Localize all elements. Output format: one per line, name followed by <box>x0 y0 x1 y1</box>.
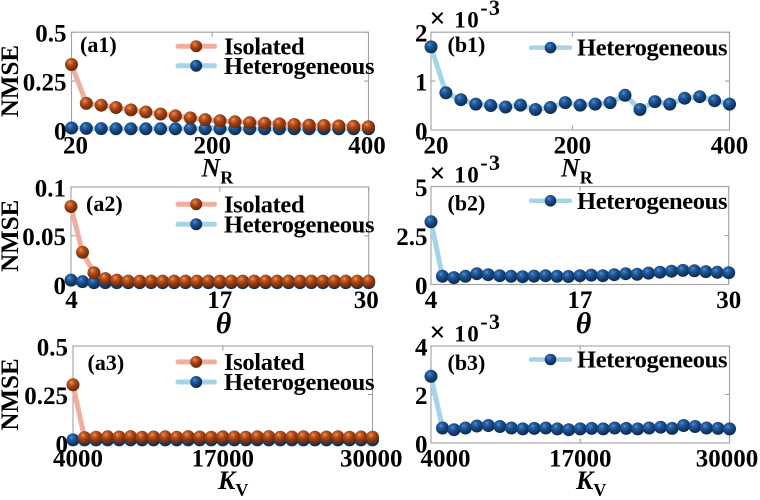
svg-text:2: 2 <box>415 21 428 48</box>
svg-text:30: 30 <box>716 287 741 314</box>
svg-text:Heterogeneous: Heterogeneous <box>577 347 727 374</box>
svg-text:0.5: 0.5 <box>37 335 68 362</box>
svg-text:4: 4 <box>425 287 438 314</box>
svg-text:20: 20 <box>424 133 449 160</box>
svg-text:NMSE: NMSE <box>0 358 24 430</box>
svg-text:200: 200 <box>193 133 231 160</box>
svg-text:4: 4 <box>65 287 78 314</box>
svg-text:(a2): (a2) <box>86 191 123 216</box>
svg-text:0: 0 <box>415 432 428 459</box>
svg-text:θ: θ <box>216 307 232 340</box>
svg-text:0.25: 0.25 <box>24 383 68 410</box>
svg-text:θ: θ <box>576 307 592 340</box>
svg-text:30000: 30000 <box>696 446 759 473</box>
svg-text:0: 0 <box>54 119 67 146</box>
svg-text:4000: 4000 <box>421 446 471 473</box>
svg-text:Isolated: Isolated <box>224 349 305 376</box>
svg-text:Heterogeneous: Heterogeneous <box>224 211 374 238</box>
svg-text:0.05: 0.05 <box>22 224 66 251</box>
svg-text:17000: 17000 <box>549 446 612 473</box>
svg-text:17: 17 <box>207 287 232 314</box>
svg-text:17: 17 <box>567 287 592 314</box>
svg-text:17000: 17000 <box>192 446 255 473</box>
svg-text:Isolated: Isolated <box>224 33 305 60</box>
svg-text:0.1: 0.1 <box>35 176 66 203</box>
svg-text:Heterogeneous: Heterogeneous <box>577 188 727 215</box>
svg-text:400: 400 <box>711 133 749 160</box>
svg-text:20: 20 <box>63 133 88 160</box>
svg-text:30: 30 <box>354 287 379 314</box>
svg-text:0.25: 0.25 <box>23 70 67 97</box>
svg-text:× 10-3: × 10-3 <box>430 0 502 34</box>
svg-text:KV: KV <box>575 466 606 500</box>
svg-text:0: 0 <box>56 432 69 459</box>
svg-text:NR: NR <box>201 154 235 188</box>
svg-text:NMSE: NMSE <box>0 200 24 272</box>
svg-text:× 10-3: × 10-3 <box>430 309 502 348</box>
svg-text:2: 2 <box>415 383 428 410</box>
svg-text:5: 5 <box>415 175 428 202</box>
svg-text:0.5: 0.5 <box>35 21 66 48</box>
svg-text:4: 4 <box>415 335 428 362</box>
svg-text:400: 400 <box>348 133 386 160</box>
svg-text:200: 200 <box>554 133 592 160</box>
svg-text:Heterogeneous: Heterogeneous <box>577 35 727 62</box>
svg-text:NMSE: NMSE <box>0 45 24 117</box>
svg-text:0: 0 <box>415 119 428 146</box>
svg-text:1: 1 <box>415 70 428 97</box>
svg-text:0: 0 <box>415 273 428 300</box>
svg-text:4000: 4000 <box>53 446 103 473</box>
svg-text:(b3): (b3) <box>448 350 486 375</box>
svg-text:0: 0 <box>54 273 67 300</box>
svg-text:Isolated: Isolated <box>224 191 305 218</box>
svg-text:Heterogeneous: Heterogeneous <box>224 53 374 80</box>
svg-text:NR: NR <box>560 154 594 188</box>
svg-text:(b2): (b2) <box>448 191 486 216</box>
svg-text:30000: 30000 <box>340 446 403 473</box>
svg-text:(a3): (a3) <box>88 350 125 375</box>
svg-text:Heterogeneous: Heterogeneous <box>224 369 374 396</box>
svg-text:(a1): (a1) <box>80 32 117 57</box>
svg-text:(b1): (b1) <box>448 32 486 57</box>
svg-text:2.5: 2.5 <box>396 224 427 251</box>
